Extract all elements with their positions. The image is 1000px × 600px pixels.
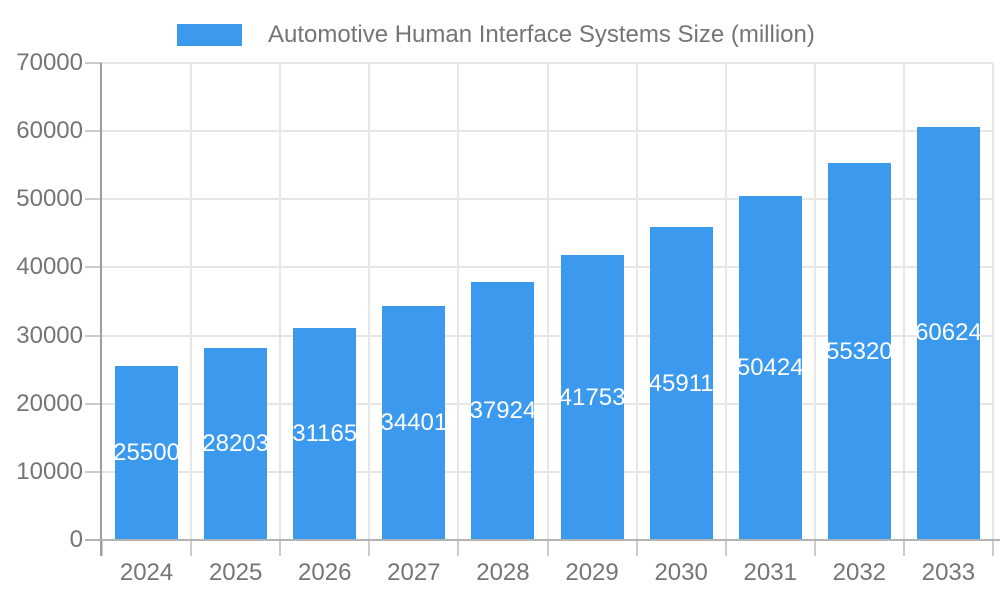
bar[interactable]	[382, 305, 446, 540]
gridline-vertical	[457, 63, 460, 540]
x-axis-label: 2029	[565, 559, 619, 586]
bar[interactable]	[649, 227, 713, 540]
legend-item[interactable]: Automotive Human Interface Systems Size …	[177, 21, 815, 48]
x-axis-tick	[101, 540, 103, 556]
x-axis-label: 2033	[921, 559, 976, 586]
legend-swatch-icon	[177, 24, 242, 46]
x-axis-label: 2028	[476, 559, 530, 586]
gridline-vertical	[902, 63, 905, 540]
gridline-vertical	[724, 63, 727, 540]
bar[interactable]	[560, 255, 624, 540]
gridline-vertical	[992, 63, 994, 540]
x-axis-label: 2032	[832, 559, 887, 586]
x-axis-label: 2025	[208, 559, 263, 586]
gridline-vertical	[813, 63, 816, 540]
x-axis-tick	[190, 540, 193, 556]
bar[interactable]	[204, 347, 268, 540]
y-axis-label: 70000	[16, 49, 83, 76]
y-axis-tick	[85, 130, 102, 133]
y-axis-tick	[85, 62, 102, 64]
x-axis-line	[85, 539, 1000, 541]
y-axis-label: 60000	[16, 117, 83, 145]
x-axis-tick	[992, 540, 994, 556]
gridline-vertical	[190, 63, 193, 540]
gridline-vertical	[279, 63, 282, 540]
legend-label: Automotive Human Interface Systems Size …	[268, 21, 815, 48]
x-axis-tick	[902, 540, 905, 556]
plot-area: 0 10000 20000 30000 40000 50000 60000 70000 2550…	[16, 51, 1000, 585]
x-axis-label: 2026	[298, 559, 352, 586]
x-axis-tick	[724, 540, 727, 556]
x-axis-label: 2024	[119, 559, 174, 586]
x-axis-tick	[546, 540, 549, 556]
x-axis-label: 2030	[654, 559, 708, 586]
y-axis-label: 20000	[16, 389, 83, 417]
gridline-vertical	[546, 63, 549, 540]
y-axis-label: 30000	[16, 321, 83, 349]
y-axis-tick	[85, 470, 102, 473]
x-axis-label: 2027	[387, 559, 441, 586]
y-axis-tick	[85, 334, 102, 337]
y-axis-line	[100, 63, 102, 556]
y-axis-label: 40000	[16, 253, 83, 281]
y-axis-label: 0	[69, 526, 83, 553]
bar[interactable]	[293, 327, 357, 540]
gridline-vertical	[368, 63, 371, 540]
bar[interactable]	[471, 281, 535, 540]
x-axis-tick	[279, 540, 282, 556]
bar[interactable]	[916, 126, 980, 540]
y-axis-tick	[85, 198, 102, 201]
x-axis-tick	[635, 540, 638, 556]
y-axis-label: 50000	[16, 185, 83, 213]
x-axis-tick	[813, 540, 816, 556]
bar[interactable]	[115, 366, 179, 540]
x-axis-tick	[368, 540, 371, 556]
bar[interactable]	[738, 196, 802, 540]
gridline-vertical	[635, 63, 638, 540]
y-axis-tick	[85, 402, 102, 405]
x-axis-label: 2031	[743, 559, 797, 586]
y-axis-label: 10000	[16, 457, 83, 485]
bar[interactable]	[827, 163, 891, 540]
x-axis-tick	[457, 540, 460, 556]
y-axis-tick	[85, 266, 102, 269]
